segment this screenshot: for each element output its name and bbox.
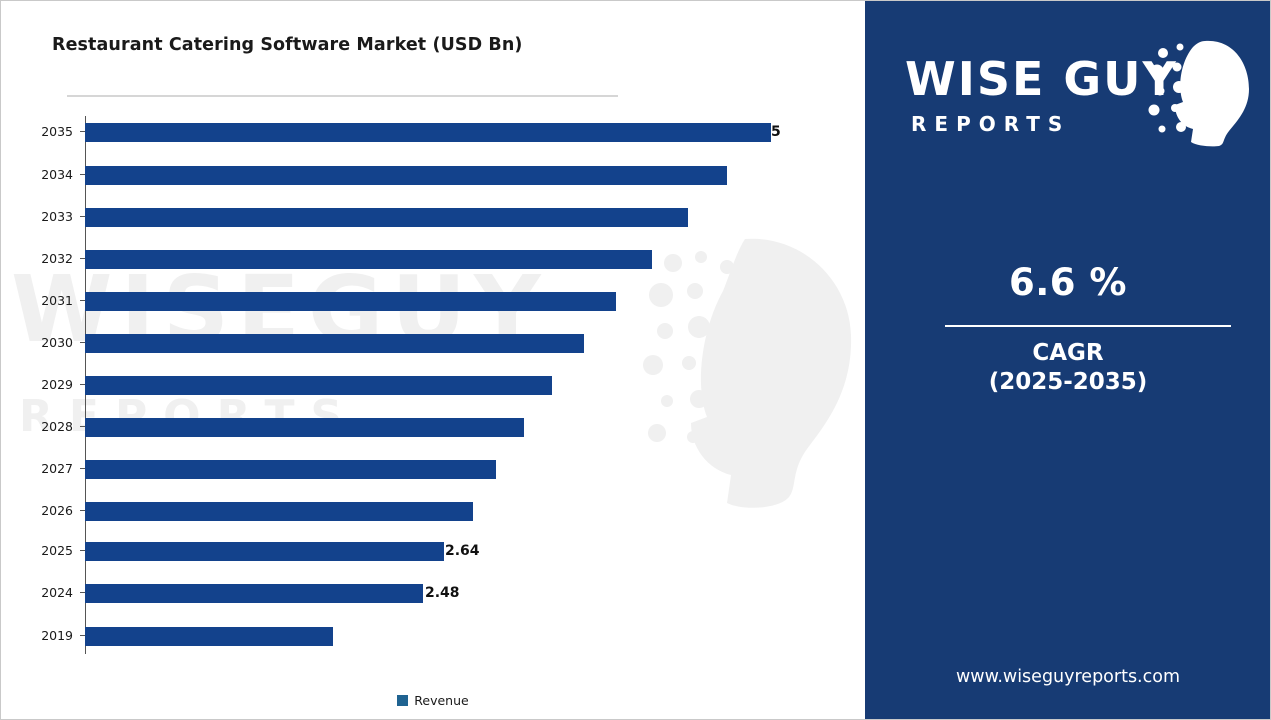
cagr-label-line2: (2025-2035) — [988, 369, 1148, 395]
bar-row: 2019 — [1, 621, 865, 651]
axis-tick — [80, 131, 85, 132]
bar[interactable] — [85, 292, 616, 311]
bar[interactable] — [85, 166, 727, 185]
bar-row: 2035 5 — [1, 117, 865, 147]
bar[interactable] — [85, 627, 333, 646]
bar-row: 2031 — [1, 286, 865, 316]
bar-row: 2025 2.64 — [1, 536, 865, 566]
category-label: 2033 — [41, 209, 73, 224]
axis-tick — [80, 592, 85, 593]
axis-tick — [80, 468, 85, 469]
axis-tick — [80, 550, 85, 551]
bar-row: 2032 — [1, 244, 865, 274]
axis-tick — [80, 426, 85, 427]
cagr-divider — [945, 325, 1231, 327]
category-label: 2025 — [41, 543, 73, 558]
bar-row: 2024 2.48 — [1, 578, 865, 608]
bar[interactable] — [85, 542, 444, 561]
bar-row: 2028 — [1, 412, 865, 442]
category-label: 2031 — [41, 293, 73, 308]
bar-value-label: 2.64 — [445, 543, 480, 559]
category-label: 2034 — [41, 167, 73, 182]
website-url[interactable]: www.wiseguyreports.com — [955, 667, 1180, 687]
bar[interactable] — [85, 334, 584, 353]
bar[interactable] — [85, 376, 552, 395]
category-label: 2030 — [41, 335, 73, 350]
bar[interactable] — [85, 418, 524, 437]
axis-tick — [80, 174, 85, 175]
wiseguy-logo: WISE GUY REPORTS — [905, 40, 1249, 147]
bar[interactable] — [85, 584, 423, 603]
chart-legend: Revenue — [1, 693, 865, 708]
bar-row: 2026 — [1, 496, 865, 526]
bar-value-label: 5 — [771, 124, 781, 140]
cagr-label: CAGR (2025-2035) — [865, 339, 1270, 397]
bar-row: 2027 — [1, 454, 865, 484]
category-label: 2032 — [41, 251, 73, 266]
logo-secondary-text: REPORTS — [911, 112, 1070, 136]
category-label: 2026 — [41, 503, 73, 518]
category-label: 2029 — [41, 377, 73, 392]
title-divider — [67, 95, 618, 97]
legend-swatch-revenue — [397, 695, 409, 706]
brand-panel: WISE GUY REPORTS 6.6 % CAGR (2025-2035) … — [865, 1, 1270, 719]
category-label: 2035 — [41, 124, 73, 139]
axis-tick — [80, 342, 85, 343]
bar-row: 2034 — [1, 160, 865, 190]
bar[interactable] — [85, 460, 496, 479]
axis-tick — [80, 384, 85, 385]
bar-row: 2030 — [1, 328, 865, 358]
bar-row: 2033 — [1, 202, 865, 232]
legend-label-revenue: Revenue — [414, 693, 469, 708]
category-label: 2019 — [41, 628, 73, 643]
axis-tick — [80, 216, 85, 217]
plot-area: 2035 5 2034 2033 2032 — [1, 1, 865, 719]
category-label: 2027 — [41, 461, 73, 476]
bar-value-label: 2.48 — [425, 585, 460, 601]
cagr-value: 6.6 % — [1009, 261, 1127, 304]
bar[interactable] — [85, 502, 473, 521]
axis-tick — [80, 635, 85, 636]
cagr-label-line1: CAGR — [1032, 340, 1104, 366]
chart-title: Restaurant Catering Software Market (USD… — [52, 35, 523, 55]
axis-tick — [80, 300, 85, 301]
axis-tick — [80, 258, 85, 259]
logo-primary-text: WISE GUY — [905, 52, 1178, 106]
axis-tick — [80, 510, 85, 511]
category-label: 2028 — [41, 419, 73, 434]
bar[interactable] — [85, 250, 652, 269]
bar[interactable] — [85, 123, 771, 142]
bar[interactable] — [85, 208, 688, 227]
bar-row: 2029 — [1, 370, 865, 400]
category-label: 2024 — [41, 585, 73, 600]
